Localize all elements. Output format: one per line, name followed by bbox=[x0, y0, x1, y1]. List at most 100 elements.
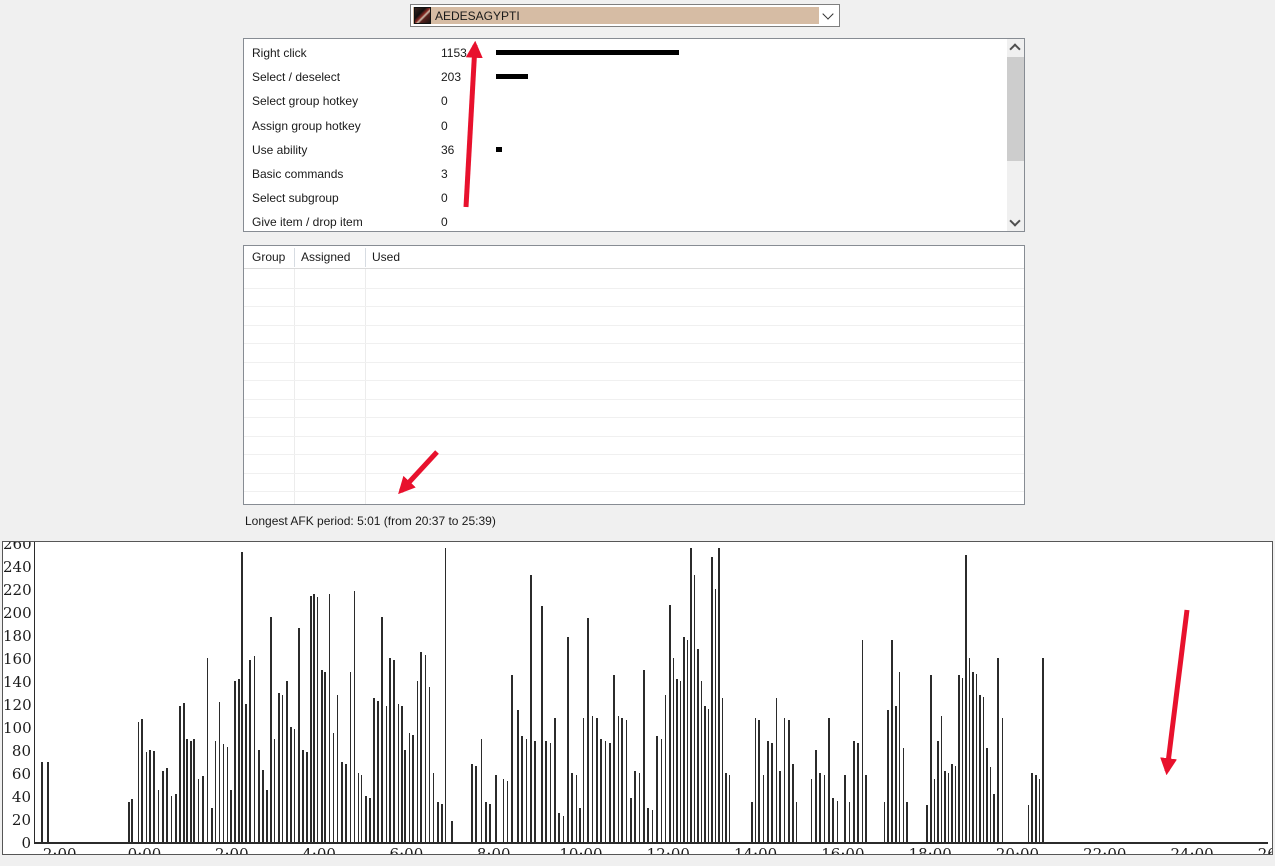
apm-bar bbox=[281, 694, 284, 842]
apm-bar bbox=[175, 793, 177, 842]
apm-bar bbox=[947, 773, 950, 842]
action-label: Give item / drop item bbox=[252, 215, 363, 230]
action-row[interactable]: Use ability 36 bbox=[244, 138, 1004, 162]
action-row[interactable]: Select subgroup 0 bbox=[244, 186, 1004, 210]
apm-bar bbox=[141, 718, 143, 842]
vertical-scrollbar[interactable] bbox=[1007, 39, 1024, 231]
chevron-down-icon bbox=[822, 8, 834, 20]
apm-bar bbox=[958, 675, 960, 842]
table-row[interactable] bbox=[244, 307, 1024, 326]
apm-bar bbox=[444, 547, 447, 842]
table-row[interactable] bbox=[244, 325, 1024, 345]
apm-bar bbox=[534, 740, 536, 842]
apm-bar bbox=[617, 715, 620, 842]
apm-bar bbox=[906, 801, 908, 842]
player-select-selected[interactable]: AEDESAGYPTI bbox=[413, 7, 819, 24]
apm-bar bbox=[844, 775, 846, 842]
apm-bar bbox=[153, 751, 155, 842]
action-row[interactable]: Give item / drop item 0 bbox=[244, 210, 1004, 234]
table-row[interactable] bbox=[244, 362, 1024, 382]
apm-bar bbox=[704, 706, 706, 842]
apm-bar bbox=[751, 801, 753, 842]
apm-bar bbox=[815, 750, 817, 842]
apm-bar bbox=[582, 717, 585, 842]
apm-bar bbox=[320, 669, 323, 842]
apm-bar bbox=[313, 593, 316, 842]
table-row[interactable] bbox=[244, 399, 1024, 419]
action-count: 36 bbox=[441, 142, 455, 157]
apm-bar bbox=[381, 616, 383, 842]
apm-bar bbox=[298, 628, 300, 842]
apm-bar bbox=[954, 766, 957, 842]
apm-bar bbox=[131, 799, 133, 842]
apm-bar bbox=[336, 694, 339, 842]
apm-bar bbox=[424, 654, 427, 842]
apm-bar bbox=[506, 781, 509, 842]
column-gridline bbox=[365, 269, 366, 504]
apm-bar bbox=[975, 674, 978, 842]
apm-bar bbox=[902, 747, 905, 842]
apm-bar bbox=[408, 732, 411, 842]
apm-bar bbox=[613, 675, 615, 842]
scrollbar-thumb[interactable] bbox=[1007, 57, 1024, 161]
apm-bar bbox=[638, 773, 641, 842]
apm-bar bbox=[360, 775, 363, 842]
apm-bar bbox=[857, 743, 859, 842]
table-row[interactable] bbox=[244, 344, 1024, 363]
apm-bar bbox=[940, 715, 943, 842]
table-row[interactable] bbox=[244, 381, 1024, 400]
x-tick-label: 12:00 bbox=[646, 845, 690, 855]
table-row[interactable] bbox=[244, 455, 1024, 474]
apm-bar bbox=[697, 648, 699, 842]
column-header-assigned[interactable]: Assigned bbox=[301, 250, 351, 264]
apm-bar bbox=[258, 750, 260, 842]
apm-bar bbox=[202, 776, 204, 842]
apm-bar bbox=[898, 671, 901, 842]
apm-bar bbox=[285, 681, 288, 842]
apm-bar bbox=[166, 768, 168, 842]
player-select-dropdown-button[interactable] bbox=[820, 6, 838, 25]
scrollbar-up-button[interactable] bbox=[1007, 39, 1024, 56]
x-tick-label: 6:00 bbox=[389, 845, 424, 855]
apm-bar bbox=[587, 617, 589, 842]
apm-bar bbox=[832, 798, 835, 842]
apm-bar bbox=[792, 763, 794, 842]
apm-bar bbox=[1038, 778, 1041, 842]
table-row[interactable] bbox=[244, 473, 1024, 492]
apm-bar bbox=[853, 740, 855, 842]
action-label: Assign group hotkey bbox=[252, 118, 361, 133]
apm-bar bbox=[965, 554, 967, 842]
table-row[interactable] bbox=[244, 270, 1024, 289]
action-row[interactable]: Right click 1153 bbox=[244, 41, 1004, 65]
apm-bar bbox=[502, 778, 505, 842]
action-row[interactable]: Select group hotkey 0 bbox=[244, 89, 1004, 113]
action-row[interactable]: Basic commands 3 bbox=[244, 162, 1004, 186]
action-row[interactable]: Select / deselect 203 bbox=[244, 65, 1004, 89]
action-row[interactable]: Assign group hotkey 0 bbox=[244, 114, 1004, 138]
table-row[interactable] bbox=[244, 288, 1024, 308]
apm-bar bbox=[249, 660, 251, 842]
table-row[interactable] bbox=[244, 491, 1024, 504]
apm-bar bbox=[968, 658, 971, 842]
apm-bar bbox=[600, 738, 602, 842]
apm-bar bbox=[711, 556, 713, 842]
column-header-used[interactable]: Used bbox=[372, 250, 401, 264]
apm-bar bbox=[925, 805, 928, 842]
column-header-group[interactable]: Group bbox=[252, 250, 286, 264]
apm-bar bbox=[293, 729, 296, 842]
y-tick-label: 240 bbox=[3, 558, 32, 576]
apm-bar bbox=[226, 746, 229, 842]
apm-bar bbox=[997, 658, 1000, 842]
apm-bar bbox=[621, 717, 623, 842]
apm-bar bbox=[302, 750, 304, 842]
apm-bar bbox=[495, 775, 497, 842]
y-tick-label: 160 bbox=[3, 650, 32, 668]
table-row[interactable] bbox=[244, 418, 1024, 437]
table-row[interactable] bbox=[244, 436, 1024, 456]
apm-bar bbox=[787, 720, 790, 842]
scrollbar-down-button[interactable] bbox=[1007, 214, 1024, 231]
player-select[interactable]: AEDESAGYPTI bbox=[410, 4, 840, 27]
action-label: Basic commands bbox=[252, 167, 344, 181]
y-tick-label: 0 bbox=[21, 834, 31, 852]
apm-bar bbox=[197, 778, 200, 842]
